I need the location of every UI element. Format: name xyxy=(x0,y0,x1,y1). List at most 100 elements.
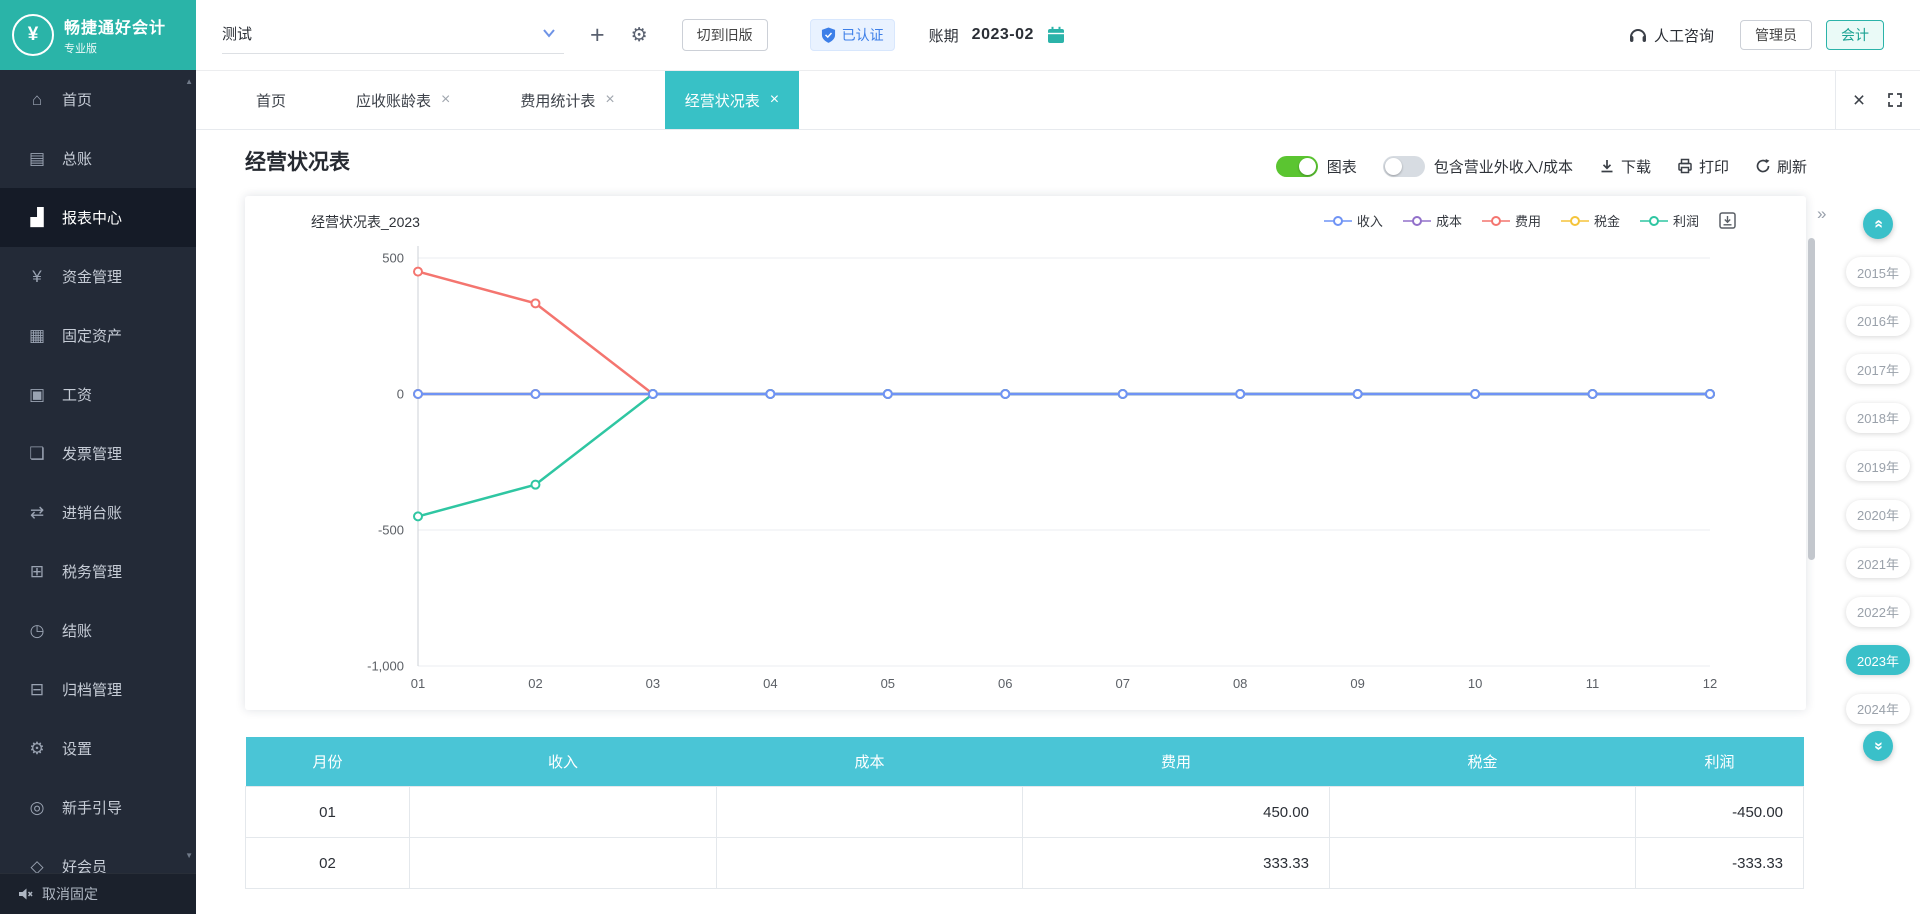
year-item[interactable]: 2023年 xyxy=(1846,645,1910,675)
page-title: 经营状况表 xyxy=(245,151,350,174)
topbar: 测试 + ⚙ 切到旧版 已认证 账期 2023-02 xyxy=(196,0,1920,71)
sidebar-item[interactable]: ◇ 好会员 xyxy=(0,837,196,875)
legend-item[interactable]: 利润 xyxy=(1639,211,1699,230)
year-item[interactable]: 2021年 xyxy=(1846,548,1910,578)
line-chart: 500 0 -500 -1,000 01 02 03 04 05 06 07 08 09 10 11 12 xyxy=(367,246,1717,691)
sidebar-item[interactable]: ▣ 工资 xyxy=(0,365,196,424)
year-item[interactable]: 2015年 xyxy=(1846,257,1910,287)
legend-item[interactable]: 费用 xyxy=(1481,211,1541,230)
tab[interactable]: 首页 xyxy=(236,71,306,129)
sidebar-item[interactable]: ▦ 固定资产 xyxy=(0,306,196,365)
sidebar-item-label: 归档管理 xyxy=(62,682,123,699)
sidebar-item[interactable]: ⊞ 税务管理 xyxy=(0,542,196,601)
chart-toggle-label: 图表 xyxy=(1326,158,1357,176)
chart-toggle[interactable] xyxy=(1275,155,1318,177)
column-header: 利润 xyxy=(1635,737,1804,787)
scale-icon: ◇ xyxy=(30,856,44,875)
gear-icon[interactable]: ⚙ xyxy=(630,24,648,46)
legend-item[interactable]: 成本 xyxy=(1402,211,1462,230)
add-account-set-button[interactable]: + xyxy=(590,20,605,49)
collapse-panel-icon[interactable]: » xyxy=(1817,204,1827,223)
nonoperating-toggle-group: 包含营业外收入/成本 xyxy=(1382,155,1573,177)
close-icon[interactable]: × xyxy=(605,91,615,108)
brand-text: 畅捷通好会计 专业版 xyxy=(64,14,166,56)
vertical-scrollbar[interactable] xyxy=(1808,238,1815,560)
svg-text:0: 0 xyxy=(397,387,404,402)
sidebar-item[interactable]: ⊟ 归档管理 xyxy=(0,660,196,719)
fullscreen-icon[interactable] xyxy=(1887,92,1903,108)
year-scroll-down-button[interactable]: « xyxy=(1863,731,1893,761)
download-button[interactable]: 下载 xyxy=(1599,156,1651,177)
sidebar-item-label: 进销台账 xyxy=(62,505,123,522)
year-item[interactable]: 2018年 xyxy=(1846,402,1910,433)
chevron-down-icon xyxy=(543,29,555,38)
table-cell xyxy=(409,786,717,838)
year-item[interactable]: 2022年 xyxy=(1846,596,1910,627)
consult-button[interactable]: 人工咨询 xyxy=(1629,25,1714,46)
certified-badge[interactable]: 已认证 xyxy=(809,19,895,51)
legend-marker-icon xyxy=(1402,215,1431,226)
period-value: 2023-02 xyxy=(971,26,1034,43)
admin-button[interactable]: 管理员 xyxy=(1740,20,1812,50)
save-image-icon[interactable] xyxy=(1719,212,1736,229)
sidebar-item[interactable]: ⚙ 设置 xyxy=(0,719,196,778)
legend-marker-icon xyxy=(1639,215,1668,226)
table-cell: 02 xyxy=(245,837,410,889)
purchase-sales-icon: ⇄ xyxy=(29,502,45,522)
table-cell: 333.33 xyxy=(1022,837,1330,889)
unpin-bar[interactable]: 取消固定 xyxy=(0,873,196,914)
sidebar-item[interactable]: ⌂ 首页 xyxy=(0,70,196,129)
tab-label: 经营状况表 xyxy=(684,92,760,110)
scroll-down-icon[interactable]: ▼ xyxy=(185,851,193,860)
close-icon[interactable]: × xyxy=(441,91,451,108)
sidebar-item[interactable]: ◎ 新手引导 xyxy=(0,778,196,837)
column-header: 税金 xyxy=(1329,737,1636,787)
download-label: 下载 xyxy=(1620,158,1651,176)
close-icon[interactable]: × xyxy=(769,91,780,108)
sidebar-item[interactable]: ◷ 结账 xyxy=(0,601,196,660)
unpin-label: 取消固定 xyxy=(42,886,98,902)
year-item[interactable]: 2024年 xyxy=(1846,693,1910,724)
legend-item[interactable]: 收入 xyxy=(1323,211,1383,230)
year-scroll-up-button[interactable]: « xyxy=(1863,209,1893,239)
chart-title: 经营状况表_2023 xyxy=(311,214,420,230)
table-cell: -333.33 xyxy=(1635,837,1804,889)
switch-old-version-button[interactable]: 切到旧版 xyxy=(681,19,768,51)
report-controls: 图表 包含营业外收入/成本 下载 打印 xyxy=(1275,151,1807,181)
tab[interactable]: 费用统计表 × xyxy=(500,71,634,129)
svg-text:04: 04 xyxy=(763,676,777,691)
company-select[interactable]: 测试 xyxy=(222,17,564,54)
table-header-row: 月份 收入 成本 费用 税金 利润 xyxy=(245,737,1804,787)
invoice-icon: ❏ xyxy=(29,443,45,463)
tab-tools: × xyxy=(1835,71,1920,129)
calendar-icon[interactable] xyxy=(1047,26,1065,44)
year-item[interactable]: 2017年 xyxy=(1846,354,1910,384)
sidebar-item[interactable]: ▟ 报表中心 xyxy=(0,188,196,247)
sidebar-item[interactable]: ⇄ 进销台账 xyxy=(0,483,196,542)
tabs: 首页 应收账龄表 × 费用统计表 × 经营状况表 × xyxy=(236,71,829,129)
scroll-up-icon[interactable]: ▲ xyxy=(185,77,193,86)
archive-icon: ⊟ xyxy=(29,679,45,699)
nonoperating-toggle[interactable] xyxy=(1382,155,1425,177)
legend-marker-icon xyxy=(1323,215,1352,226)
tab[interactable]: 应收账龄表 × xyxy=(336,71,470,129)
sidebar-item[interactable]: ¥ 资金管理 xyxy=(0,247,196,306)
certified-label: 已认证 xyxy=(841,27,884,43)
legend-item[interactable]: 税金 xyxy=(1560,211,1620,230)
tab[interactable]: 经营状况表 × xyxy=(664,71,800,129)
year-item[interactable]: 2016年 xyxy=(1846,305,1910,336)
legend-marker-icon xyxy=(1481,215,1510,226)
close-all-tabs-icon[interactable]: × xyxy=(1852,88,1866,112)
svg-text:06: 06 xyxy=(998,676,1012,691)
accountant-button[interactable]: 会计 xyxy=(1826,20,1884,50)
year-item[interactable]: 2020年 xyxy=(1846,499,1910,530)
svg-text:10: 10 xyxy=(1468,676,1482,691)
nonoperating-toggle-label: 包含营业外收入/成本 xyxy=(1433,158,1573,176)
sidebar-item[interactable]: ❏ 发票管理 xyxy=(0,424,196,483)
print-button[interactable]: 打印 xyxy=(1677,156,1729,177)
sidebar-item[interactable]: ▤ 总账 xyxy=(0,129,196,188)
svg-text:-500: -500 xyxy=(378,523,404,538)
year-item[interactable]: 2019年 xyxy=(1846,451,1910,481)
table-row: 02 333.33 -333.33 xyxy=(245,837,1804,889)
refresh-button[interactable]: 刷新 xyxy=(1755,156,1807,177)
